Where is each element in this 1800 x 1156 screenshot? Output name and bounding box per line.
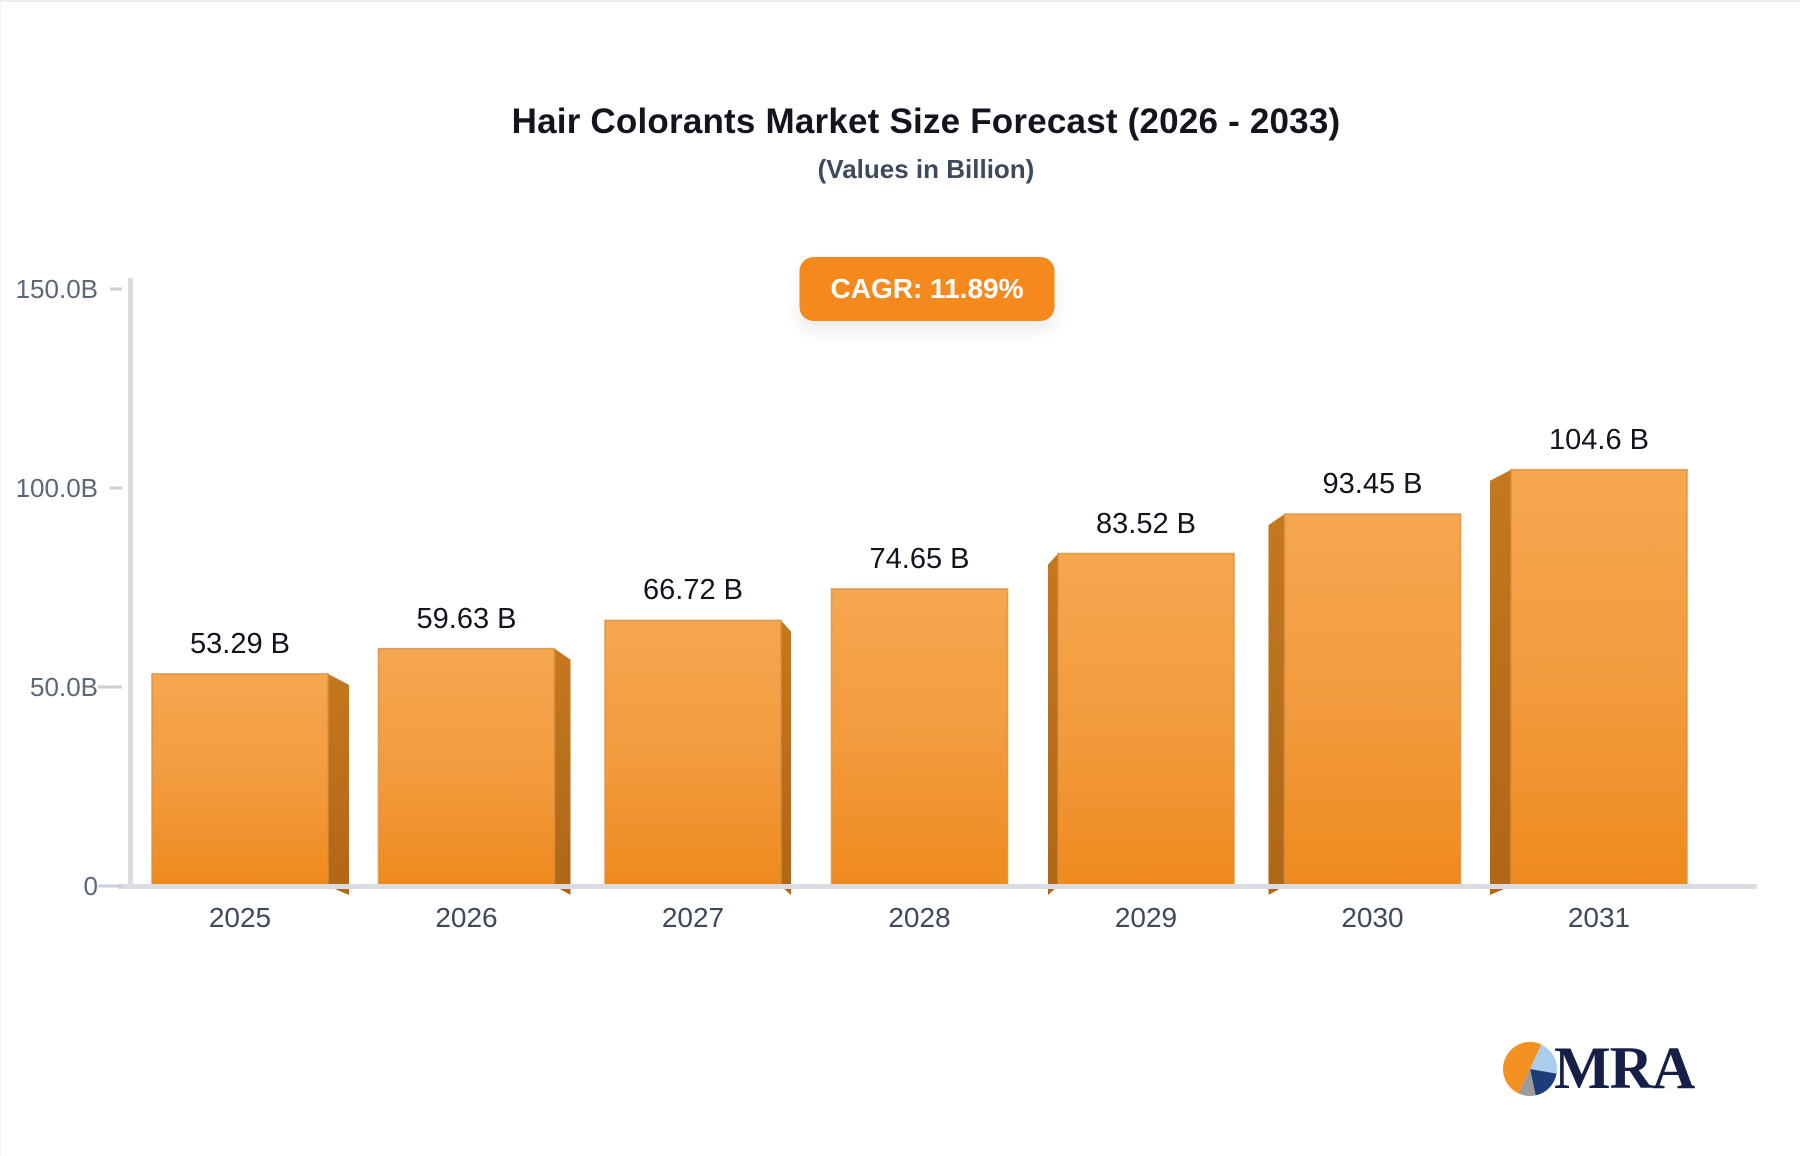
bar-face-2028 [830,588,1009,887]
value-label-2026: 59.63 B [416,602,517,635]
brand-logo: MRA [1503,1035,1763,1110]
x-label-2031: 2031 [1567,902,1631,933]
bar-side-2031 [1490,469,1511,895]
logo-pie-slice-gray [1518,1069,1536,1096]
value-label-2030: 93.45 B [1322,468,1423,501]
x-label-2030: 2030 [1341,902,1404,933]
bar-side-2030 [1268,514,1285,895]
bar-face-2025 [151,673,329,887]
bar-side-2029 [1048,553,1058,895]
bar-face-2031 [1510,468,1688,887]
y-axis-line [128,278,133,889]
bar-face-2029 [1057,552,1235,887]
bar-face-2027 [604,619,782,887]
logo-pie-slice-lightblue [1530,1044,1557,1074]
bar-face-2030 [1283,513,1462,887]
x-axis-line [118,884,1757,889]
chart-header: Hair Colorants Market Size Forecast (202… [26,100,1800,185]
chart-subtitle: (Values in Billion) [817,154,1035,184]
bar-side-2025 [328,673,349,895]
y-tick-label-100: 100.0B [15,473,98,503]
cagr-badge-label: CAGR: 11.89% [830,273,1024,304]
x-label-2025: 2025 [208,902,272,933]
left-edge-hairline [0,0,1,1156]
x-label-2028: 2028 [888,902,951,933]
y-tick-label-50: 50.0B [30,672,98,702]
y-tick-label-150: 150.0B [15,274,98,304]
logo-text: MRA [1554,1035,1695,1101]
y-tick-100 [110,486,122,490]
value-label-2031: 104.6 B [1549,423,1649,456]
bar-side-2026 [554,648,571,895]
y-tick-150 [110,287,122,291]
logo-pie-slice-orange [1503,1042,1542,1094]
x-label-2029: 2029 [1114,902,1178,933]
y-tick-50 [98,685,122,689]
value-label-2029: 83.52 B [1096,507,1196,540]
logo-pie-slice-navy [1530,1069,1557,1096]
y-tick-label-0: 0 [83,871,98,901]
chart-title: Hair Colorants Market Size Forecast (202… [511,102,1341,141]
value-label-2027: 66.72 B [643,574,743,607]
x-label-2027: 2027 [661,902,725,933]
cagr-badge: CAGR: 11.89% [799,257,1055,321]
x-label-2026: 2026 [435,902,498,933]
logo-pie-icon [1503,1042,1557,1096]
top-edge-hairline [0,0,1800,2]
bar-face-2026 [377,647,556,887]
value-label-2028: 74.65 B [869,542,970,575]
bar-side-2027 [781,620,791,895]
value-label-2025: 53.29 B [190,627,290,660]
y-tick-0 [98,884,122,888]
